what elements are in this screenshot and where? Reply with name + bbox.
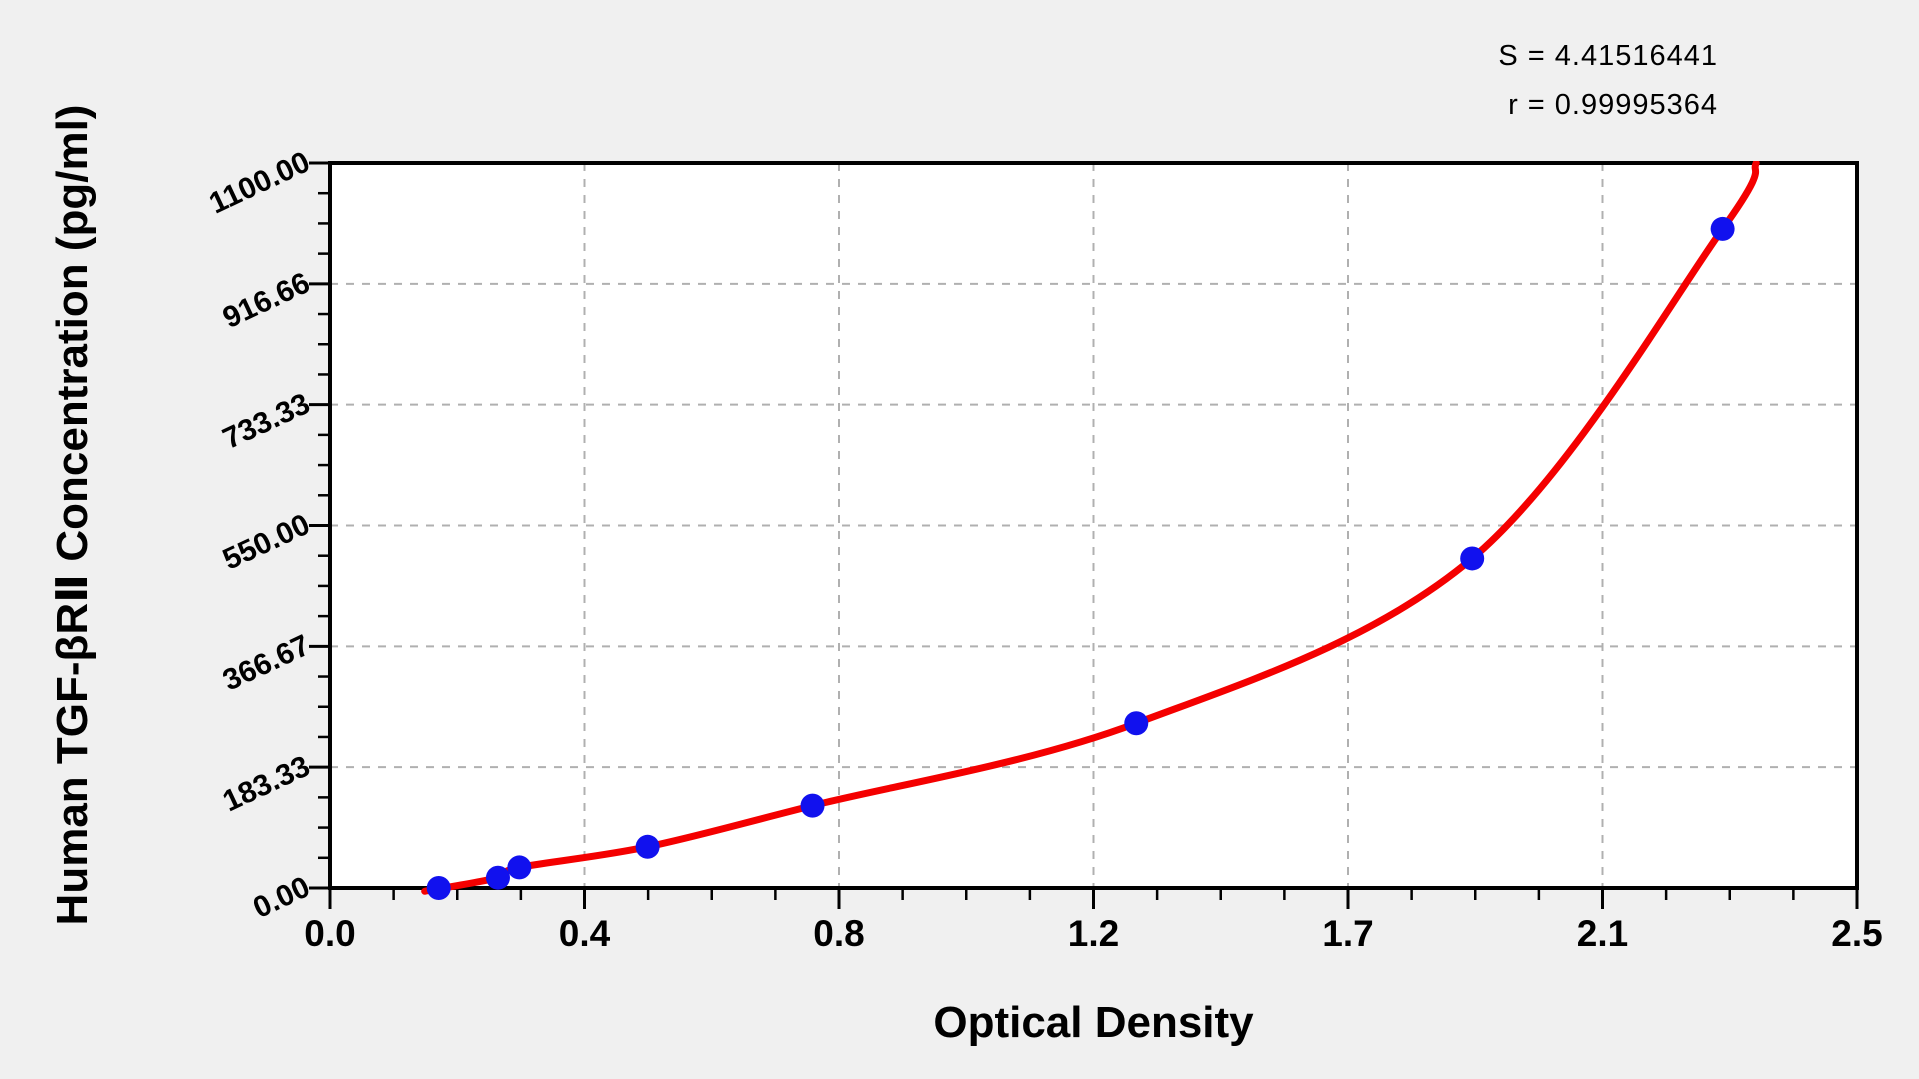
data-point	[426, 876, 451, 900]
data-point	[1460, 546, 1485, 571]
x-tick-label: 2.5	[1831, 913, 1882, 954]
y-tick-label: 550.00	[218, 508, 315, 577]
y-tick-label: 916.66	[218, 266, 315, 335]
data-point	[800, 793, 825, 818]
data-point	[507, 855, 532, 880]
plot-background	[330, 163, 1857, 888]
data-point	[635, 834, 660, 859]
fit-stat-s: S = 4.41516441	[1498, 40, 1718, 72]
x-tick-label: 0.4	[559, 913, 611, 954]
data-point	[1124, 711, 1149, 736]
plot-border	[328, 161, 1859, 890]
x-tick-label: 2.1	[1577, 913, 1628, 954]
x-tick-label: 1.7	[1322, 913, 1373, 954]
y-tick-label: 733.33	[218, 387, 315, 456]
y-tick-label: 366.67	[218, 629, 315, 698]
y-tick-label: 1100.00	[204, 145, 315, 220]
fit-stat-r: r = 0.99995364	[1508, 89, 1718, 121]
data-point	[1710, 216, 1735, 241]
x-tick-label: 0.0	[304, 913, 355, 954]
fit-stats-block: S = 4.41516441 r = 0.99995364	[1498, 32, 1718, 130]
x-tick-label: 0.8	[813, 913, 864, 954]
x-axis-title: Optical Density	[933, 998, 1254, 1047]
x-tick-label: 1.2	[1068, 913, 1119, 954]
y-axis-title: Human TGF-βRⅡ Concentration (pg/ml)	[48, 104, 97, 926]
data-point	[485, 865, 510, 890]
y-tick-label: 183.33	[218, 750, 315, 819]
